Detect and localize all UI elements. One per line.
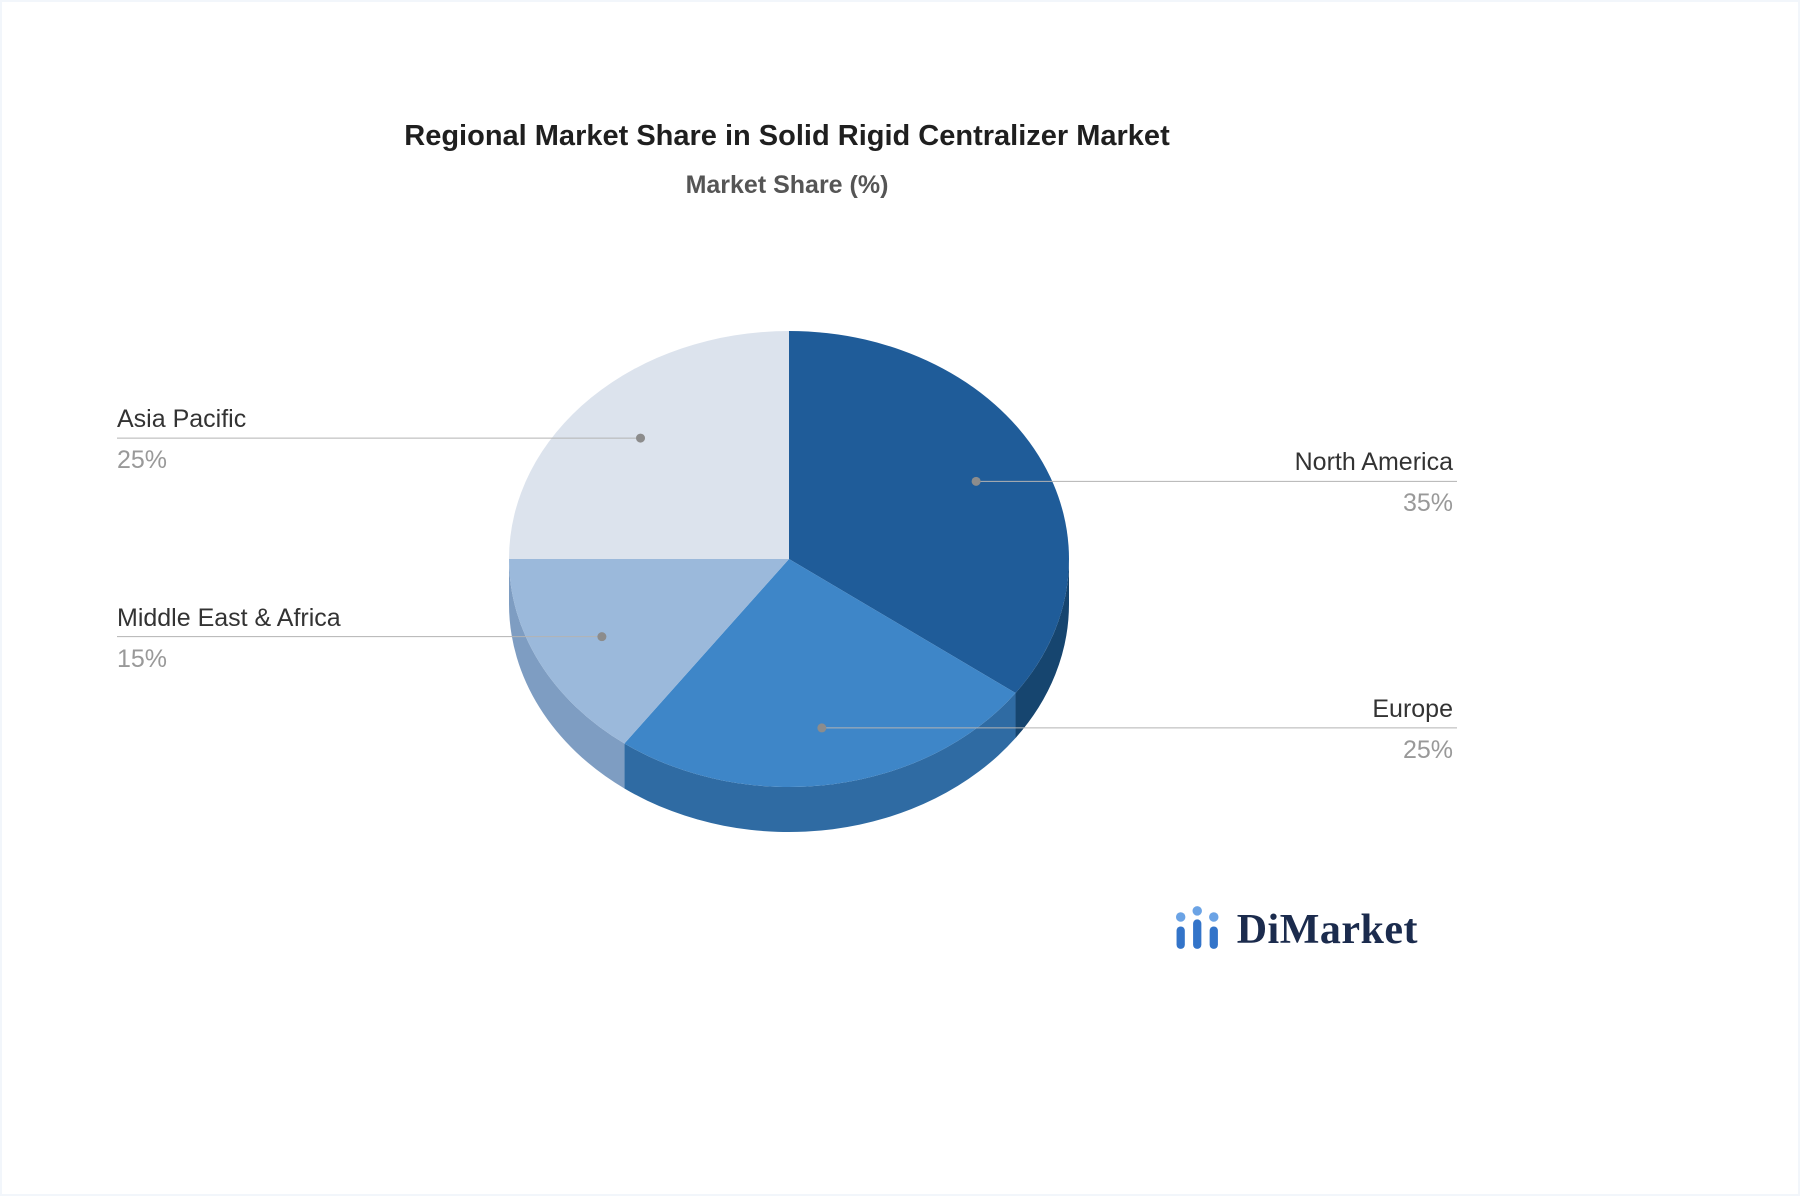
- pie-label-value: 25%: [1402, 735, 1453, 764]
- pie-slice: [509, 559, 789, 744]
- pie-label-name: North America: [1294, 448, 1453, 477]
- pie-label-middle-east-africa: Middle East & Africa 15%: [117, 601, 341, 674]
- pie-slice: [789, 331, 1069, 694]
- chart-title: Regional Market Share in Solid Rigid Cen…: [404, 120, 1170, 152]
- pie-slice: [624, 559, 1016, 788]
- pie-slice-side: [509, 559, 625, 789]
- leader-dot: [817, 723, 827, 733]
- pie-label-value: 25%: [117, 446, 168, 475]
- chart-subtitle: Market Share (%): [685, 171, 889, 199]
- brand-name: DiMarket: [1236, 907, 1418, 953]
- brand-logo: DiMarket: [1173, 904, 1418, 956]
- pie-slice-side: [1015, 559, 1069, 739]
- pie-label-name: Middle East & Africa: [117, 603, 341, 632]
- pie-label-name: Europe: [1372, 694, 1453, 723]
- leader-dot: [597, 632, 607, 642]
- pie-label-asia-pacific: Asia Pacific 25%: [117, 402, 246, 475]
- pie-label-name: Asia Pacific: [117, 405, 247, 434]
- pie-label-value: 15%: [117, 644, 168, 673]
- pie-label-europe: Europe 25%: [1372, 692, 1453, 765]
- leader-dot: [971, 476, 981, 486]
- pie-slice-side: [624, 693, 1016, 832]
- pie-label-value: 35%: [1402, 489, 1453, 518]
- pie-label-north-america: North America 35%: [1295, 445, 1453, 518]
- bar-chart-logo-icon: [1175, 906, 1219, 949]
- leader-dot: [636, 433, 646, 443]
- pie-slice: [509, 331, 789, 559]
